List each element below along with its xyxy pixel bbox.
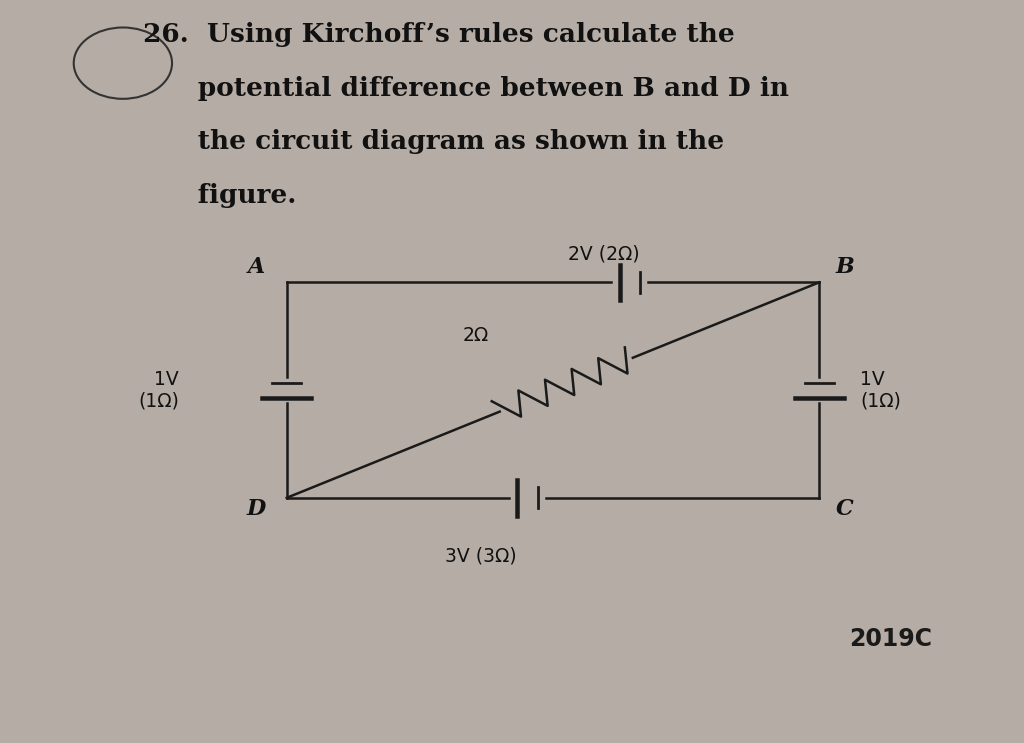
Text: 1V
(1Ω): 1V (1Ω) <box>138 369 179 411</box>
Text: C: C <box>836 498 854 520</box>
Text: 2019C: 2019C <box>849 627 933 651</box>
Text: figure.: figure. <box>143 183 297 208</box>
Text: 3V (3Ω): 3V (3Ω) <box>445 546 517 565</box>
Text: 26.  Using Kirchoff’s rules calculate the: 26. Using Kirchoff’s rules calculate the <box>143 22 735 48</box>
Text: potential difference between B and D in: potential difference between B and D in <box>143 76 790 101</box>
Text: 1V
(1Ω): 1V (1Ω) <box>860 369 901 411</box>
Text: A: A <box>248 256 264 279</box>
Text: 2Ω: 2Ω <box>463 326 489 345</box>
Text: 2V (2Ω): 2V (2Ω) <box>568 244 640 264</box>
Text: B: B <box>836 256 854 279</box>
Text: the circuit diagram as shown in the: the circuit diagram as shown in the <box>143 129 725 155</box>
Text: D: D <box>247 498 265 520</box>
